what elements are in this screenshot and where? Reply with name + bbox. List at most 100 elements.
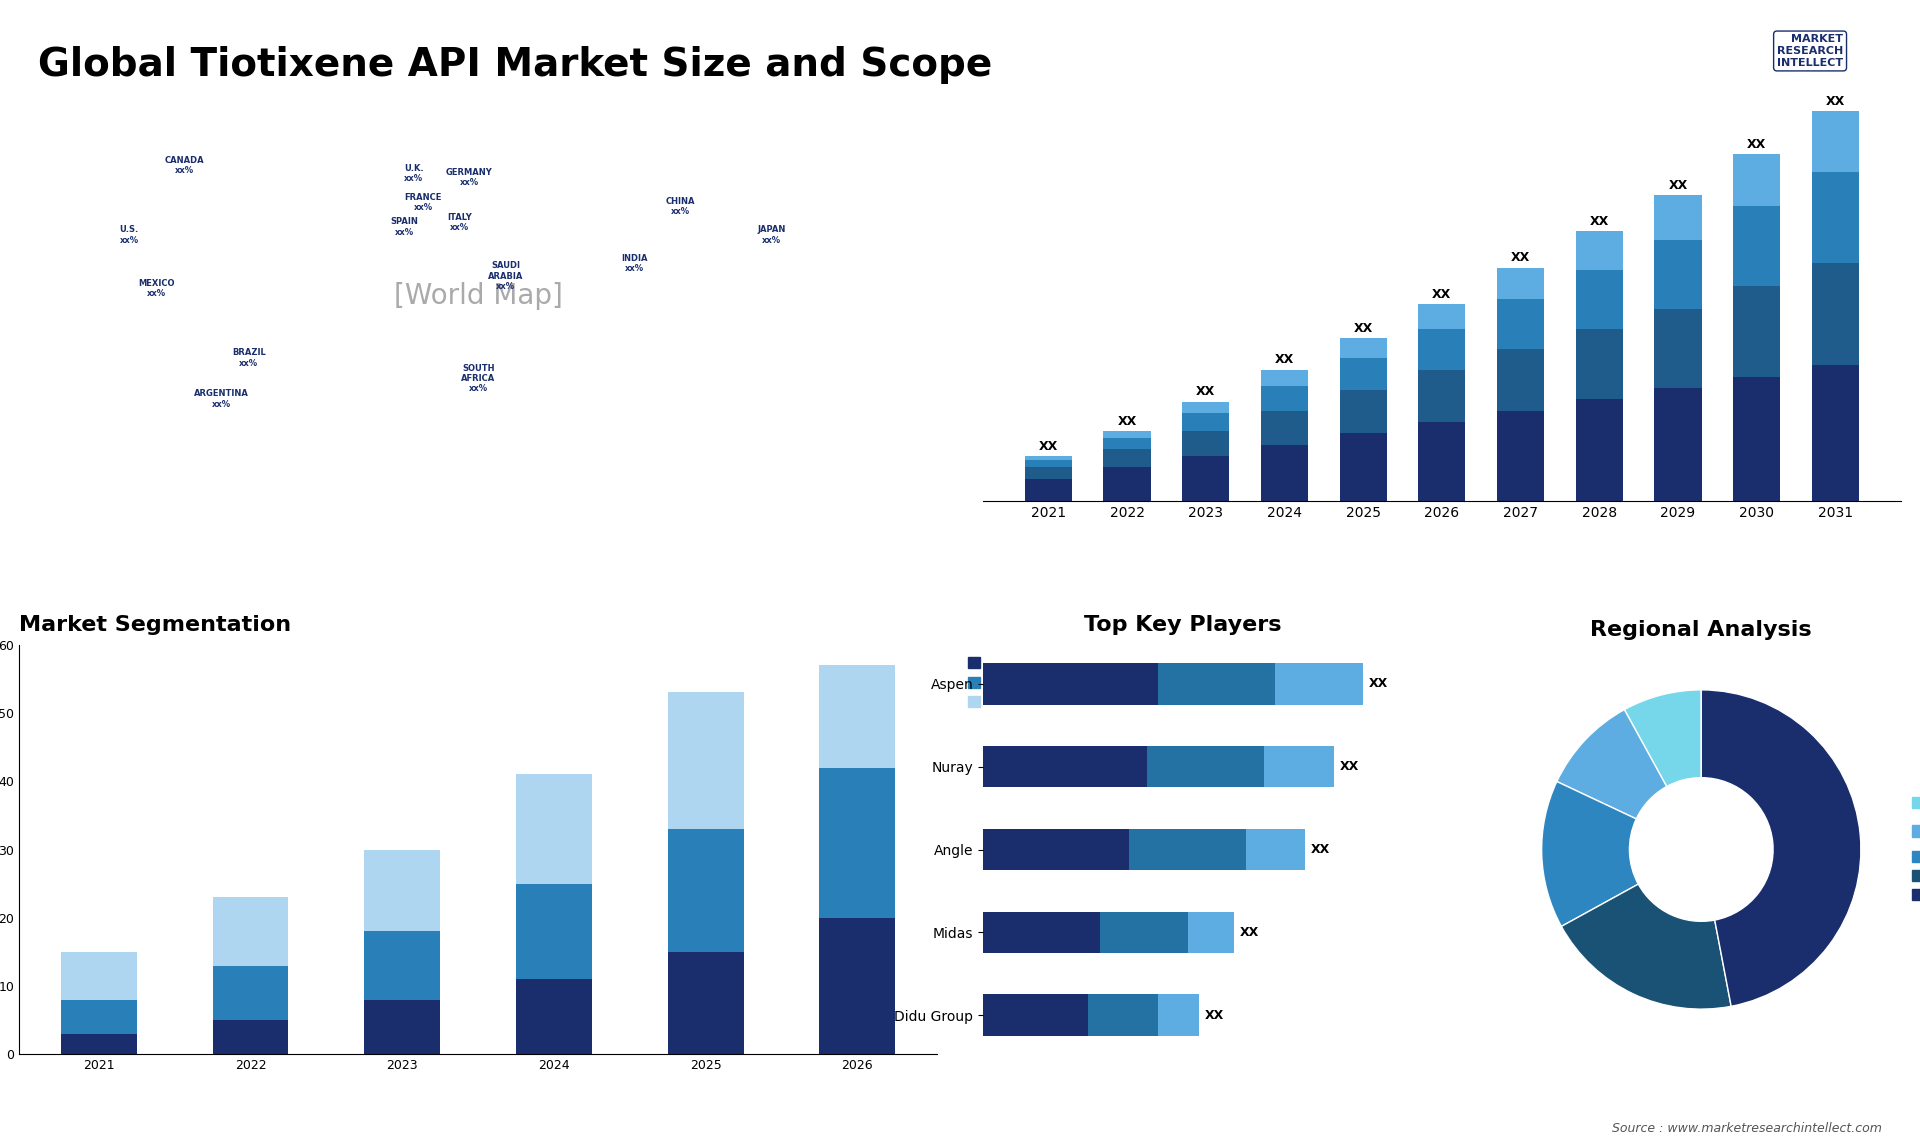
Bar <box>1104 431 1150 438</box>
Bar <box>1146 746 1263 787</box>
Bar <box>1100 911 1188 953</box>
Text: SOUTH
AFRICA
xx%: SOUTH AFRICA xx% <box>461 363 495 393</box>
Wedge shape <box>1561 884 1732 1010</box>
Text: [World Map]: [World Map] <box>394 283 563 311</box>
Bar <box>1419 422 1465 501</box>
Bar <box>1261 370 1308 386</box>
Bar <box>365 999 440 1054</box>
Bar <box>1419 370 1465 422</box>
Bar <box>1812 366 1859 501</box>
Bar <box>1183 413 1229 431</box>
Bar <box>668 829 743 952</box>
Text: XX: XX <box>1590 215 1609 228</box>
Legend: Latin America, Middle East &
Africa, Asia Pacific, Europe, North America: Latin America, Middle East & Africa, Asi… <box>1907 792 1920 906</box>
Text: XX: XX <box>1511 251 1530 265</box>
Bar <box>1576 231 1622 270</box>
Bar <box>983 995 1089 1036</box>
Bar <box>1812 172 1859 264</box>
Bar <box>668 952 743 1054</box>
Text: XX: XX <box>1309 843 1331 856</box>
Text: ARGENTINA
xx%: ARGENTINA xx% <box>194 390 248 409</box>
Bar <box>1025 479 1071 501</box>
Bar <box>1025 461 1071 468</box>
Bar <box>1104 438 1150 449</box>
Legend: Type, Application, Geography: Type, Application, Geography <box>962 651 1066 715</box>
Bar <box>1576 399 1622 501</box>
Bar <box>983 911 1100 953</box>
Text: XX: XX <box>1668 179 1688 191</box>
Bar <box>1734 206 1780 285</box>
Bar <box>365 932 440 999</box>
Bar <box>1275 664 1363 705</box>
Text: XX: XX <box>1206 1008 1225 1021</box>
Bar <box>1246 829 1304 870</box>
Title: Top Key Players: Top Key Players <box>1083 614 1281 635</box>
Wedge shape <box>1701 690 1860 1006</box>
Bar <box>1261 445 1308 501</box>
Text: XX: XX <box>1196 385 1215 398</box>
Text: CANADA
xx%: CANADA xx% <box>165 156 204 175</box>
Bar <box>61 1034 136 1054</box>
Wedge shape <box>1542 782 1638 926</box>
Text: XX: XX <box>1432 288 1452 300</box>
Text: XX: XX <box>1340 760 1359 774</box>
Bar <box>1340 338 1386 359</box>
Text: INDIA
xx%: INDIA xx% <box>620 254 647 274</box>
Bar <box>1498 299 1544 350</box>
Bar <box>1419 304 1465 329</box>
Bar <box>1025 468 1071 479</box>
Bar <box>1104 449 1150 468</box>
Bar <box>1188 911 1235 953</box>
Bar <box>1340 359 1386 390</box>
Text: BRAZIL
xx%: BRAZIL xx% <box>232 348 265 368</box>
Text: XX: XX <box>1369 677 1388 691</box>
Bar <box>1261 386 1308 410</box>
Bar <box>1655 195 1701 241</box>
Text: XX: XX <box>1039 440 1058 453</box>
Bar <box>1025 456 1071 461</box>
Bar <box>1340 390 1386 433</box>
Bar <box>1576 329 1622 399</box>
Text: SPAIN
xx%: SPAIN xx% <box>392 217 419 236</box>
Text: ITALY
xx%: ITALY xx% <box>447 213 472 233</box>
Wedge shape <box>1624 690 1701 786</box>
Text: Source : www.marketresearchintellect.com: Source : www.marketresearchintellect.com <box>1611 1122 1882 1135</box>
Bar <box>1104 468 1150 501</box>
Bar <box>213 966 288 1020</box>
Bar <box>1655 308 1701 387</box>
Bar <box>213 1020 288 1054</box>
Bar <box>516 884 591 979</box>
Bar <box>1158 995 1200 1036</box>
Bar <box>668 692 743 829</box>
Bar <box>1089 995 1158 1036</box>
Bar <box>1812 111 1859 172</box>
Bar <box>213 897 288 966</box>
Bar <box>1576 270 1622 329</box>
Bar <box>1812 264 1859 366</box>
Text: U.K.
xx%: U.K. xx% <box>403 164 424 183</box>
Text: XX: XX <box>1826 95 1845 108</box>
Bar <box>820 918 895 1054</box>
Bar <box>1340 433 1386 501</box>
Text: MARKET
RESEARCH
INTELLECT: MARKET RESEARCH INTELLECT <box>1776 34 1843 68</box>
Bar <box>1183 456 1229 501</box>
Bar <box>1183 401 1229 413</box>
Text: Market Segmentation: Market Segmentation <box>19 614 292 635</box>
Wedge shape <box>1557 709 1667 819</box>
Text: JAPAN
xx%: JAPAN xx% <box>758 226 785 245</box>
Text: CHINA
xx%: CHINA xx% <box>666 197 695 217</box>
Bar <box>1655 387 1701 501</box>
Bar <box>983 829 1129 870</box>
Bar <box>61 952 136 999</box>
Bar <box>1655 241 1701 308</box>
Bar <box>820 768 895 918</box>
Text: GERMANY
xx%: GERMANY xx% <box>445 168 492 188</box>
Text: XX: XX <box>1354 322 1373 335</box>
Bar <box>516 979 591 1054</box>
Bar <box>1734 377 1780 501</box>
Text: XX: XX <box>1117 415 1137 427</box>
Bar <box>1498 410 1544 501</box>
Bar <box>1261 410 1308 445</box>
Bar <box>1498 350 1544 410</box>
Text: XX: XX <box>1240 926 1260 939</box>
